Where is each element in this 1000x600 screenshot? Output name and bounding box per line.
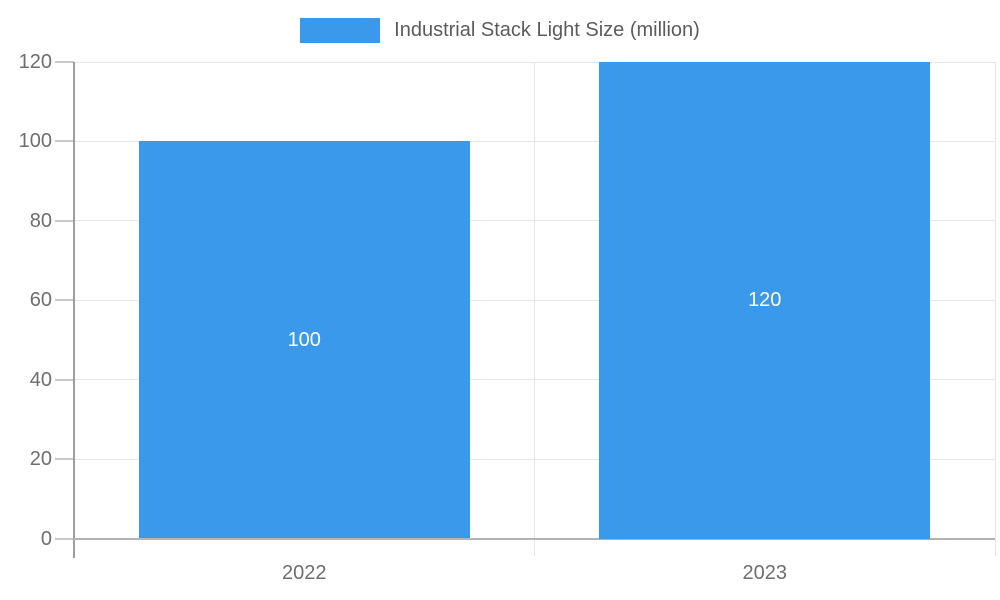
y-axis-tick-label: 120	[18, 51, 52, 73]
y-axis-tick	[55, 219, 74, 222]
x-axis-line	[74, 537, 995, 540]
y-axis-tick	[55, 378, 74, 381]
legend[interactable]: Industrial Stack Light Size (million)	[0, 16, 1000, 44]
bar-2022[interactable]	[138, 141, 470, 539]
y-axis-line	[73, 62, 75, 558]
legend-swatch-icon	[300, 17, 381, 43]
y-axis-tick-label: 40	[29, 368, 52, 391]
x-axis-category-label: 2022	[282, 562, 327, 584]
y-axis-tick	[55, 61, 74, 63]
bar-value-label: 100	[287, 328, 321, 351]
y-axis-tick-label: 80	[29, 209, 52, 232]
y-axis-tick-label: 0	[40, 527, 52, 550]
y-axis-tick-label: 60	[29, 289, 52, 312]
y-axis-tick	[55, 299, 74, 302]
y-axis-tick-label: 100	[18, 130, 52, 153]
y-axis-tick	[55, 140, 74, 143]
x-axis-category-label: 2023	[742, 562, 788, 584]
y-axis-tick	[55, 537, 74, 540]
y-axis-tick	[55, 458, 74, 461]
bar-2023[interactable]	[599, 62, 931, 539]
category-boundary-gridline	[534, 62, 535, 556]
bar-value-label: 120	[748, 289, 782, 312]
category-boundary-gridline	[994, 62, 996, 556]
legend-label: Industrial Stack Light Size (million)	[394, 18, 700, 41]
y-axis-tick-label: 20	[29, 448, 52, 471]
